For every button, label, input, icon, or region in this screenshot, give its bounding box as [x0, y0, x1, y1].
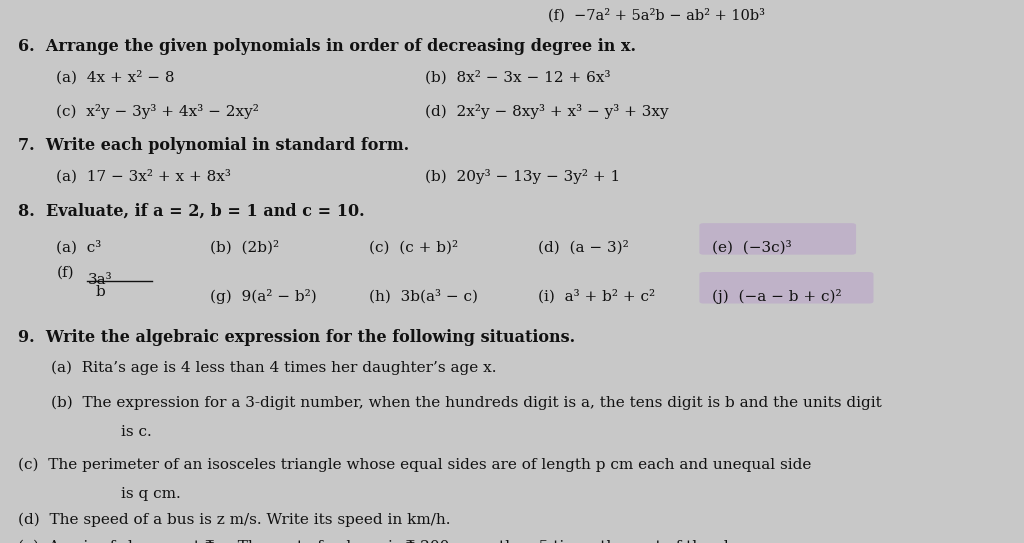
Text: (a)  Rita’s age is 4 less than 4 times her daughter’s age x.: (a) Rita’s age is 4 less than 4 times he…	[51, 361, 497, 376]
Text: 6.  Arrange the given polynomials in order of decreasing degree in x.: 6. Arrange the given polynomials in orde…	[18, 38, 637, 55]
Text: is q cm.: is q cm.	[121, 487, 180, 501]
Text: (b)  The expression for a 3-digit number, when the hundreds digit is a, the tens: (b) The expression for a 3-digit number,…	[51, 395, 882, 410]
Text: (b)  8x² − 3x − 12 + 6x³: (b) 8x² − 3x − 12 + 6x³	[425, 71, 610, 85]
Text: (c)  (c + b)²: (c) (c + b)²	[369, 240, 458, 254]
Text: (h)  3b(a³ − c): (h) 3b(a³ − c)	[369, 289, 477, 303]
Text: (a)  c³: (a) c³	[56, 240, 101, 254]
Text: 7.  Write each polynomial in standard form.: 7. Write each polynomial in standard for…	[18, 137, 410, 154]
Text: (j)  (−a − b + c)²: (j) (−a − b + c)²	[712, 289, 842, 304]
Text: (i)  a³ + b² + c²: (i) a³ + b² + c²	[538, 289, 654, 303]
Text: is c.: is c.	[121, 425, 152, 439]
Text: (e)  A pair of shoes cost ₹ x. The cost of a dress is ₹ 200 more than 5 times th: (e) A pair of shoes cost ₹ x. The cost o…	[18, 540, 765, 543]
Text: (b)  (2b)²: (b) (2b)²	[210, 240, 280, 254]
Text: 3a³: 3a³	[88, 273, 113, 287]
Text: (c)  The perimeter of an isosceles triangle whose equal sides are of length p cm: (c) The perimeter of an isosceles triang…	[18, 457, 812, 472]
Text: 8.  Evaluate, if a = 2, b = 1 and c = 10.: 8. Evaluate, if a = 2, b = 1 and c = 10.	[18, 203, 366, 220]
Text: (d)  (a − 3)²: (d) (a − 3)²	[538, 240, 629, 254]
Text: (a)  4x + x² − 8: (a) 4x + x² − 8	[56, 71, 175, 85]
Text: (d)  The speed of a bus is z m/s. Write its speed in km/h.: (d) The speed of a bus is z m/s. Write i…	[18, 513, 451, 527]
Text: b: b	[95, 285, 105, 299]
Text: (e)  (−3c)³: (e) (−3c)³	[712, 240, 792, 254]
Text: (a)  17 − 3x² + x + 8x³: (a) 17 − 3x² + x + 8x³	[56, 169, 231, 184]
Text: (d)  2x²y − 8xy³ + x³ − y³ + 3xy: (d) 2x²y − 8xy³ + x³ − y³ + 3xy	[425, 104, 669, 119]
Text: (f): (f)	[56, 266, 74, 280]
FancyBboxPatch shape	[699, 223, 856, 255]
Text: (c)  x²y − 3y³ + 4x³ − 2xy²: (c) x²y − 3y³ + 4x³ − 2xy²	[56, 104, 259, 119]
Text: 9.  Write the algebraic expression for the following situations.: 9. Write the algebraic expression for th…	[18, 329, 575, 345]
Text: (b)  20y³ − 13y − 3y² + 1: (b) 20y³ − 13y − 3y² + 1	[425, 169, 621, 185]
FancyBboxPatch shape	[699, 272, 873, 304]
Text: (f)  −7a² + 5a²b − ab² + 10b³: (f) −7a² + 5a²b − ab² + 10b³	[548, 8, 765, 22]
Text: (g)  9(a² − b²): (g) 9(a² − b²)	[210, 289, 316, 304]
